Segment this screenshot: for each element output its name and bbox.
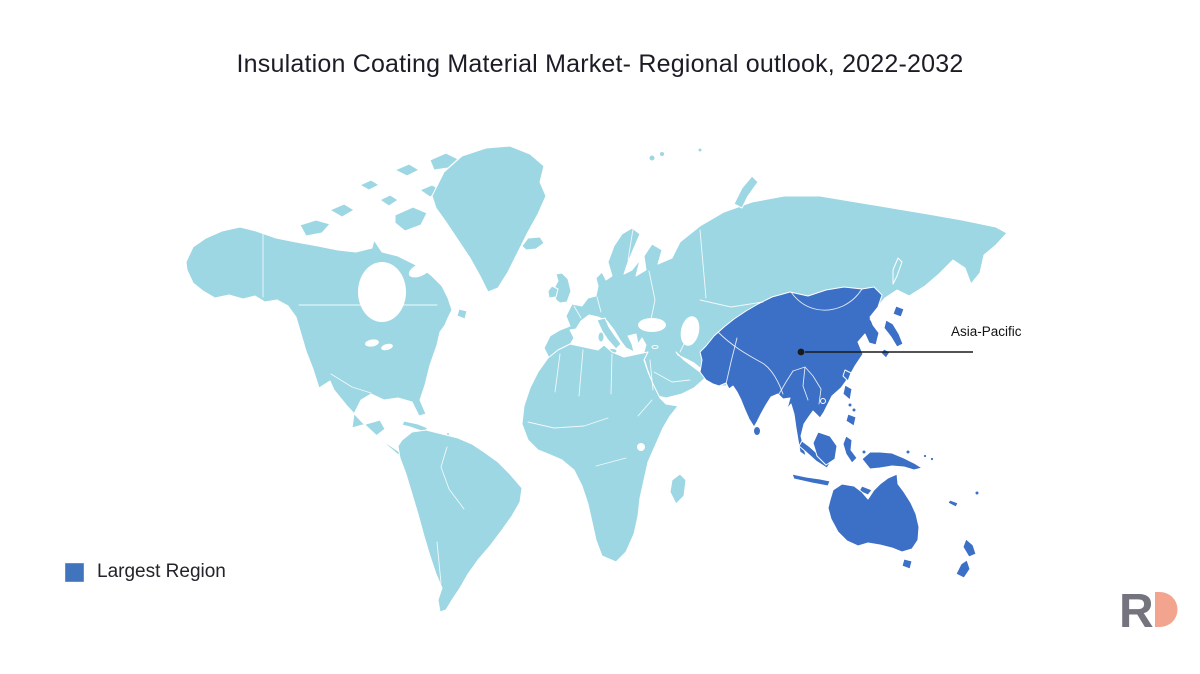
callout-dot <box>797 348 805 356</box>
region-asia-mainland <box>699 286 883 457</box>
island-madagascar <box>669 473 687 505</box>
island-fiji <box>974 490 980 496</box>
island-sulawesi <box>842 435 858 464</box>
region-italy <box>596 317 622 350</box>
island-novaya-zemlya <box>733 175 759 209</box>
region-arctic-islands <box>299 152 459 237</box>
hudson-strait <box>408 262 432 278</box>
island-kyushu <box>880 348 891 359</box>
island-solomons-1 <box>922 453 928 459</box>
black-sea <box>638 318 666 332</box>
callout-label: Asia-Pacific <box>951 324 1022 339</box>
region-greenland <box>431 145 547 293</box>
brand-logo: R <box>1119 586 1183 634</box>
region-great-britain <box>552 272 572 304</box>
island-java <box>791 473 831 487</box>
island-honshu <box>883 319 904 348</box>
great-lake-2 <box>381 343 393 351</box>
callout <box>797 348 973 356</box>
island-visayas-1 <box>847 402 853 408</box>
lake-victoria <box>637 443 645 451</box>
island-franz-josef <box>697 147 703 153</box>
island-hokkaido <box>892 305 905 318</box>
legend: Largest Region <box>65 561 226 583</box>
inland-seas <box>358 262 700 451</box>
island-borneo <box>812 431 838 466</box>
logo-letter-r: R <box>1119 586 1154 634</box>
caspian-sea <box>680 316 700 346</box>
island-sardinia <box>597 331 605 343</box>
region-africa <box>521 343 679 563</box>
island-new-zealand-north <box>962 538 977 558</box>
region-ireland <box>547 285 559 299</box>
page-title: Insulation Coating Material Market- Regi… <box>236 50 964 78</box>
region-iceland <box>521 236 545 251</box>
legend-label: Largest Region <box>97 561 226 582</box>
island-mindanao <box>845 413 857 427</box>
logo-letter-d-icon <box>1155 592 1178 627</box>
region-newfoundland <box>456 308 468 320</box>
region-australia <box>827 473 920 553</box>
island-hainan <box>820 398 826 404</box>
island-new-britain <box>905 449 911 455</box>
island-timor <box>858 485 873 496</box>
island-sakhalin <box>892 257 903 285</box>
island-taiwan <box>842 369 852 382</box>
island-visayas-2 <box>851 407 857 413</box>
island-solomons-2 <box>929 456 935 462</box>
island-new-caledonia <box>947 499 959 508</box>
island-svalbard <box>648 154 656 162</box>
island-moluccas-1 <box>861 449 867 455</box>
island-tasmania <box>901 558 913 570</box>
island-new-zealand-south <box>955 559 971 579</box>
country-borders-highlight <box>717 288 878 405</box>
country-borders-base <box>262 228 764 584</box>
legend-swatch <box>65 562 84 582</box>
highlight-landmasses <box>699 286 980 579</box>
island-cyprus <box>651 345 659 349</box>
great-lake-1 <box>365 339 379 347</box>
island-sri-lanka <box>753 426 761 436</box>
hudson-bay <box>358 262 406 322</box>
island-svalbard-2 <box>659 151 665 157</box>
region-south-america <box>397 429 523 613</box>
island-luzon <box>842 384 853 401</box>
island-new-guinea <box>861 451 923 471</box>
